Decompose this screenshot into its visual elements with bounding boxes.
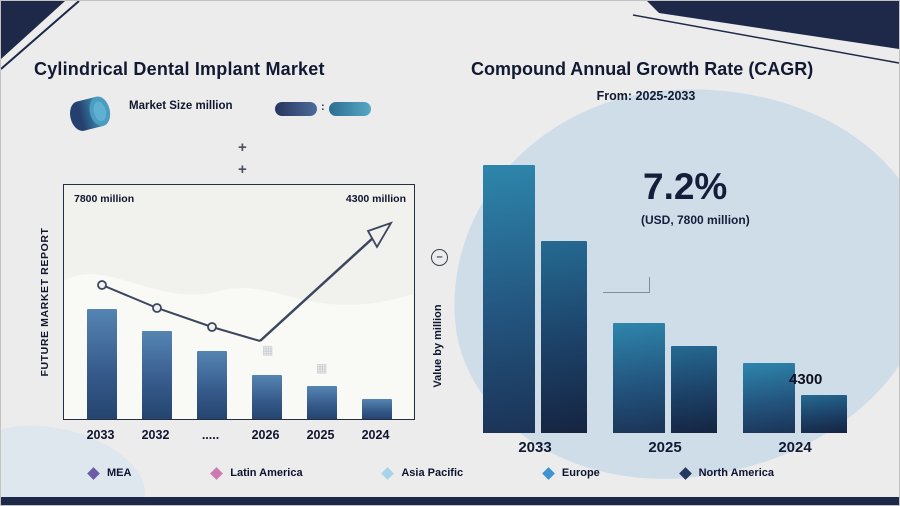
cagr-basis: (USD, 7800 million) [641, 213, 750, 227]
left-y-axis-label: FUTURE MARKET REPORT [39, 227, 51, 377]
legend-diamond-icon [381, 466, 395, 480]
plus-decoration-icon: + [238, 139, 247, 156]
bar-pair [743, 161, 847, 433]
pill-separator: : [321, 101, 325, 113]
step-decoration [603, 277, 650, 293]
market-size-bar-2024 [361, 399, 392, 419]
value-callout-4300: 4300 [789, 371, 823, 388]
year-label: 2025 [648, 439, 682, 456]
left-x-axis: 2033 2032..... 2026 2025 2024 [63, 428, 425, 442]
legend-diamond-icon [678, 466, 692, 480]
cagr-bar-secondary [801, 395, 847, 433]
cagr-bar-group-2025: 2025 [613, 161, 717, 456]
bar-cell [349, 399, 404, 419]
left-chart-title: Cylindrical Dental Implant Market [34, 59, 325, 79]
legend-label: North America [698, 467, 774, 479]
grid-decoration-icon: ▦ [316, 361, 328, 375]
year-label: 2033 [518, 439, 552, 456]
background-blob-small [1, 408, 156, 505]
legend-item-mea: MEA [87, 466, 132, 480]
x-axis-label: 2026 [251, 428, 280, 442]
legend-item-asia-pacific: Asia Pacific [381, 466, 464, 480]
legend-diamond-icon [210, 466, 224, 480]
corner-shape-top-left [1, 1, 80, 70]
bar-cell [184, 351, 239, 419]
cagr-subtitle: From: 2025-2033 [596, 89, 696, 103]
year-label: 2024 [778, 439, 812, 456]
x-axis-label: 2033 [86, 428, 115, 442]
market-size-chart: 7800 million 4300 million ▦ ▦ [63, 184, 415, 420]
market-size-bar-2026 [251, 375, 282, 419]
cagr-bar-secondary [541, 241, 587, 433]
legend-item-europe: Europe [542, 466, 600, 480]
market-size-bars [64, 309, 414, 419]
trend-arrow [97, 221, 394, 342]
legend-label: Asia Pacific [401, 467, 464, 479]
cagr-bar-group-2024: 2024 [743, 161, 847, 456]
legend-label: MEA [107, 467, 132, 479]
minus-circle-icon: – [431, 249, 448, 266]
legend-diamond-icon [87, 466, 100, 480]
x-axis-label: 2025 [306, 428, 335, 442]
right-y-axis-label: Value by million [432, 304, 444, 388]
bar-cell [74, 309, 129, 419]
market-size-bar- [196, 351, 227, 419]
cagr-bar-secondary [671, 346, 717, 433]
bottom-bar-decoration [1, 497, 899, 505]
market-size-label: Market Size million [129, 100, 233, 112]
cylinder-implant-icon [70, 96, 111, 131]
market-size-bar-2025 [306, 386, 337, 419]
cagr-bar-primary [613, 323, 665, 433]
cagr-bar-primary [743, 363, 795, 433]
legend-diamond-icon [542, 466, 555, 480]
market-size-bar-2033 [86, 309, 117, 419]
implant-pill-teal-icon [329, 102, 371, 116]
corner-shape-top-right [632, 1, 899, 64]
legend-item-north-america: North America [678, 466, 774, 480]
plus-decoration-icon: + [238, 161, 247, 178]
cagr-title: Compound Annual Growth Rate (CAGR) [471, 59, 814, 79]
grid-decoration-icon: ▦ [262, 343, 274, 357]
cagr-percentage: 7.2% [643, 166, 728, 207]
cagr-bar-group-2033: 2033 [483, 161, 587, 456]
bar-pair [613, 161, 717, 433]
bar-cell [239, 375, 294, 419]
cagr-bar-primary [483, 165, 535, 433]
value-annotation-4300: 4300 million [345, 193, 406, 205]
bar-cell [129, 331, 184, 419]
x-axis-label: 2024 [361, 428, 390, 442]
cagr-bar-chart: 2033 2025 2024 [483, 161, 847, 456]
implant-pill-dark-icon [275, 102, 317, 116]
market-size-bar-2032 [141, 331, 172, 419]
bar-pair [483, 161, 587, 433]
x-axis-label: ..... [201, 428, 220, 442]
legend-label: Latin America [230, 467, 303, 479]
bar-cell [294, 386, 349, 419]
value-annotation-7800: 7800 million [74, 193, 135, 205]
x-axis-label: 2032 [141, 428, 170, 442]
region-legend: MEA Latin America Asia Pacific Europe North … [87, 466, 774, 480]
legend-item-latin-america: Latin America [210, 466, 303, 480]
legend-label: Europe [561, 467, 600, 479]
